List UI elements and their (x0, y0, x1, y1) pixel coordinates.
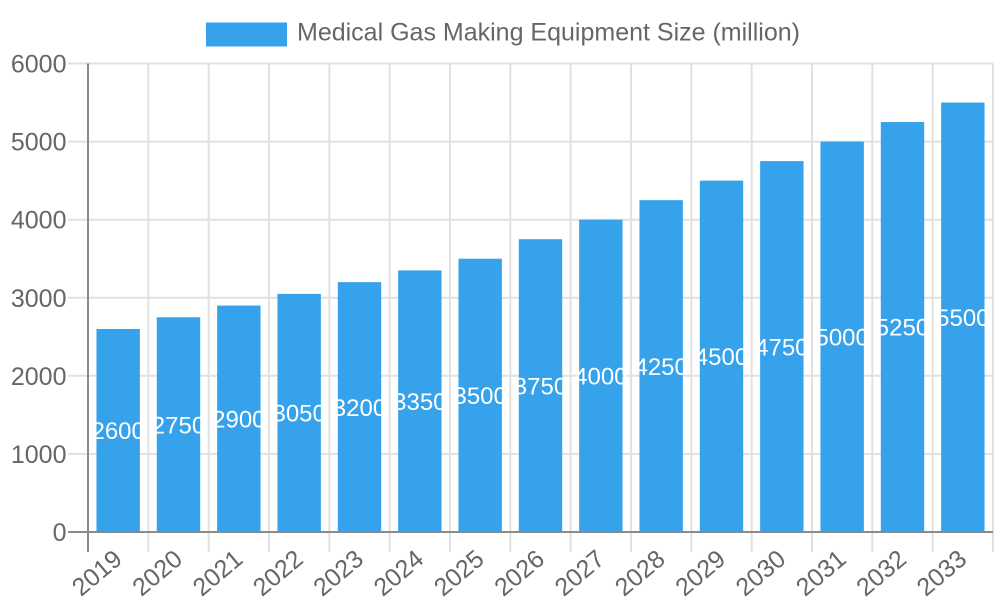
svg-text:3350: 3350 (393, 389, 446, 416)
svg-text:3000: 3000 (11, 285, 67, 313)
svg-text:Medical Gas Making Equipment S: Medical Gas Making Equipment Size (milli… (297, 19, 800, 47)
svg-text:4250: 4250 (634, 354, 687, 381)
svg-text:5500: 5500 (936, 305, 989, 332)
svg-text:3750: 3750 (514, 373, 567, 400)
svg-text:5000: 5000 (815, 325, 868, 352)
svg-text:2000: 2000 (11, 363, 67, 391)
svg-text:2600: 2600 (91, 418, 144, 445)
svg-text:2750: 2750 (152, 412, 205, 439)
svg-text:6000: 6000 (11, 51, 67, 79)
svg-text:3050: 3050 (272, 401, 325, 428)
svg-text:3500: 3500 (453, 383, 506, 410)
svg-text:5000: 5000 (11, 129, 67, 157)
svg-text:4750: 4750 (755, 334, 808, 361)
svg-text:0: 0 (53, 519, 67, 547)
svg-text:3200: 3200 (333, 395, 386, 422)
svg-text:4000: 4000 (574, 364, 627, 391)
svg-text:4500: 4500 (695, 344, 748, 371)
svg-text:1000: 1000 (11, 441, 67, 469)
svg-text:4000: 4000 (11, 207, 67, 235)
svg-text:2900: 2900 (212, 407, 265, 434)
svg-text:5250: 5250 (876, 315, 929, 342)
